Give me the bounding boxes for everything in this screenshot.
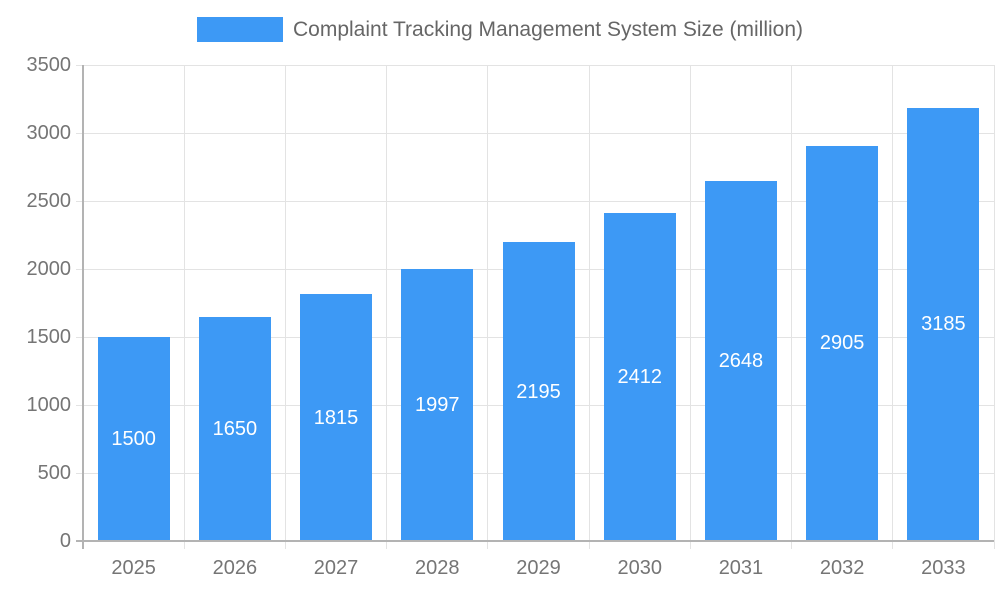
bar-value-label: 2648 [718,349,764,372]
y-axis-line [82,65,84,549]
bar-value-label: 1650 [212,417,258,440]
x-tick-label: 2033 [921,557,966,579]
x-gridline [689,65,691,549]
x-tick-label: 2027 [313,557,359,579]
y-tick-label: 3500 [26,54,72,76]
x-tick-label: 2031 [718,557,764,579]
x-tick-label: 2030 [617,557,662,579]
y-tick-label: 0 [59,530,71,552]
bar-value-label: 2195 [516,380,561,403]
bar-2033[interactable] [907,107,980,541]
x-tick-label: 2026 [212,557,258,579]
y-tick-label: 1500 [26,326,72,348]
x-gridline [993,65,995,549]
bar-2030[interactable] [603,212,676,541]
bar-2027[interactable] [300,294,373,541]
x-gridline [386,65,388,549]
y-gridline [76,200,994,202]
y-gridline [76,132,994,134]
x-axis-line [76,540,994,542]
bar-value-label: 1815 [313,406,359,429]
y-tick-label: 2000 [26,258,72,280]
bar-value-label: 3185 [921,313,966,336]
x-gridline [284,65,286,549]
x-tick-label: 2029 [516,557,561,579]
bar-2031[interactable] [704,180,777,541]
bar-2029[interactable] [502,242,575,541]
bar-2026[interactable] [198,316,271,541]
x-gridline [183,65,185,549]
x-gridline [588,65,590,549]
x-tick-label: 2025 [111,557,156,579]
bar-2032[interactable] [806,145,879,541]
legend-label: Complaint Tracking Management System Siz… [292,18,804,41]
bar-2028[interactable] [401,269,474,541]
legend-swatch [196,17,283,42]
y-gridline [76,64,994,66]
y-tick-label: 1000 [26,394,72,416]
bar-value-label: 1500 [111,428,156,450]
bar-value-label: 1997 [415,394,460,417]
x-gridline [892,65,894,549]
y-tick-label: 2500 [26,190,72,212]
y-tick-label: 3000 [26,122,72,144]
bar-2025[interactable] [97,337,170,541]
x-gridline [791,65,793,549]
chart-legend[interactable]: Complaint Tracking Management System Siz… [0,17,1000,42]
bar-value-label: 2412 [617,365,662,388]
x-tick-label: 2032 [819,557,865,579]
x-gridline [487,65,489,549]
x-tick-label: 2028 [415,557,460,579]
bar-value-label: 2905 [819,332,865,355]
y-tick-label: 500 [37,462,71,484]
